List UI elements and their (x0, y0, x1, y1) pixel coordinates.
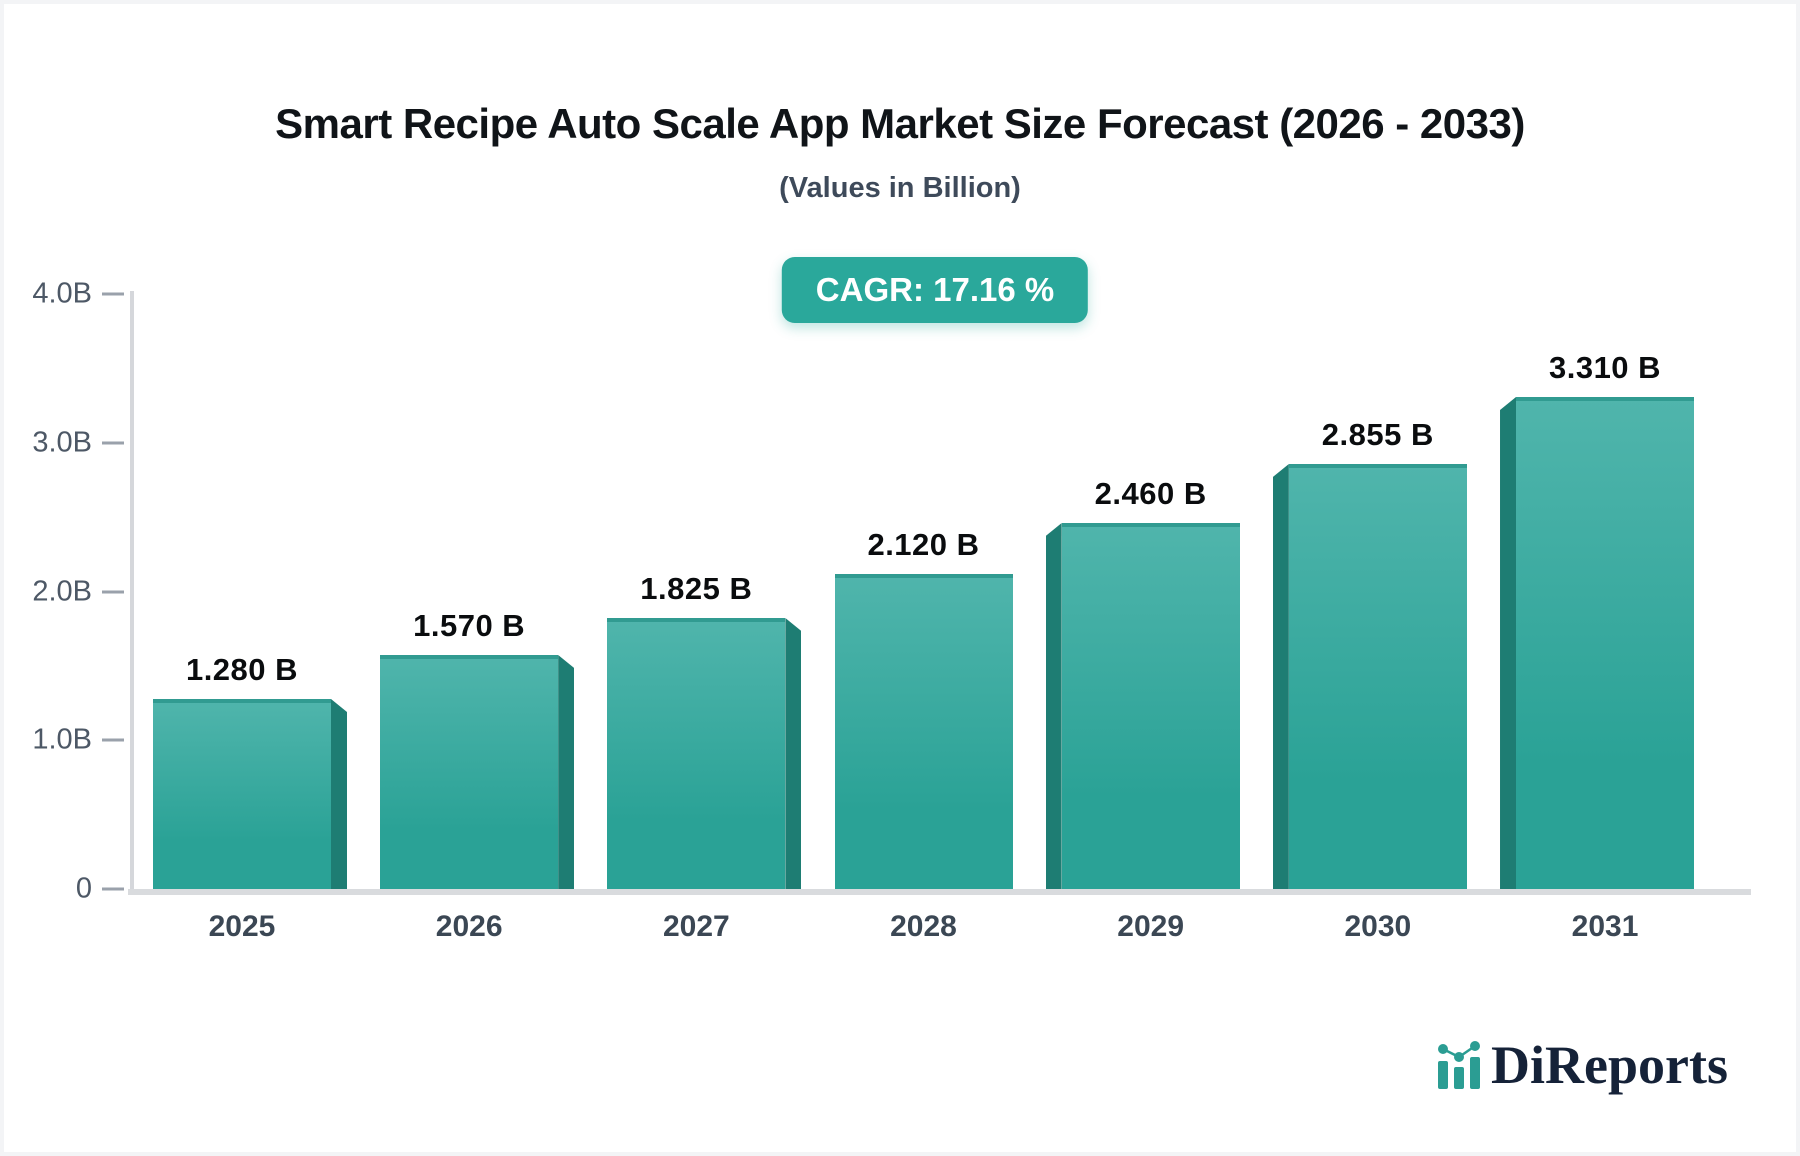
bar-face-2025 (153, 699, 331, 889)
y-tick-label-1.0B: 1.0B (32, 723, 92, 756)
bar-value-label-2025: 1.280 B (185, 652, 299, 687)
y-tick-mark (102, 590, 124, 593)
bar-2027: 1.825 B (607, 571, 802, 889)
y-tick-mark (102, 441, 124, 445)
bar-face-2031 (1516, 397, 1695, 889)
bar-value-label-2031: 3.310 B (1548, 350, 1662, 385)
chart-card: Smart Recipe Auto Scale App Market Size … (4, 4, 1796, 1152)
direports-logo: DiReports (1437, 1038, 1728, 1092)
x-tick-label-2031: 2031 (1571, 910, 1639, 943)
direports-logo-icon (1438, 1041, 1480, 1089)
bar-value-label-2027: 1.825 B (640, 571, 753, 606)
chart-subtitle: (Values in Billion) (779, 172, 1021, 204)
bar-value-label-2030: 2.855 B (1321, 417, 1434, 452)
bar-value-label-2029: 2.460 B (1094, 476, 1207, 511)
bar-value-label-2026: 1.570 B (413, 608, 526, 643)
x-tick-label-2025: 2025 (208, 910, 276, 943)
chart-title: Smart Recipe Auto Scale App Market Size … (275, 100, 1525, 147)
x-tick-label-2029: 2029 (1117, 910, 1185, 943)
bar-face-2026 (380, 655, 559, 889)
bar-face-2029 (1061, 523, 1240, 889)
bar-2028: 2.120 B (834, 527, 1013, 889)
bar-face-2028 (834, 574, 1013, 889)
x-axis-baseline (128, 889, 1751, 895)
bar-side-2027 (785, 618, 802, 889)
y-tick-label-3.0B: 3.0B (32, 426, 92, 459)
x-tick-label-2028: 2028 (890, 910, 957, 943)
bar-side-2030 (1272, 464, 1289, 889)
direports-logo-text: DiReports (1491, 1035, 1728, 1095)
y-tick-mark (102, 738, 124, 742)
bar-2025: 1.280 B (153, 652, 347, 889)
bar-2026: 1.570 B (380, 608, 575, 889)
bar-2029: 2.460 B (1045, 476, 1240, 889)
y-tick-label-4.0B: 4.0B (32, 277, 92, 310)
bar-2030: 2.855 B (1272, 417, 1467, 889)
bar-face-2027 (607, 618, 786, 889)
bar-face-2030 (1288, 464, 1467, 889)
bar-side-2031 (1500, 397, 1517, 889)
bar-side-2029 (1045, 523, 1062, 889)
cagr-badge: CAGR: 17.16 % (781, 257, 1089, 323)
bar-side-2025 (331, 699, 347, 889)
bar-chart-plot: 0 1.0B 2.0B 3.0B 4.0B 1.280 B 2025 1.570 B 2026 1… (32, 278, 1751, 943)
bar-value-label-2028: 2.120 B (867, 527, 980, 562)
bar-2031: 3.310 B (1500, 350, 1695, 889)
x-tick-label-2027: 2027 (662, 910, 730, 943)
x-tick-label-2030: 2030 (1344, 910, 1412, 943)
y-tick-label-0: 0 (75, 872, 92, 905)
y-tick-label-2.0B: 2.0B (32, 575, 92, 607)
bar-side-2026 (558, 655, 575, 889)
x-tick-label-2026: 2026 (435, 910, 503, 943)
y-tick-mark (102, 887, 124, 891)
y-tick-mark (102, 292, 124, 296)
y-axis-line (130, 291, 134, 889)
